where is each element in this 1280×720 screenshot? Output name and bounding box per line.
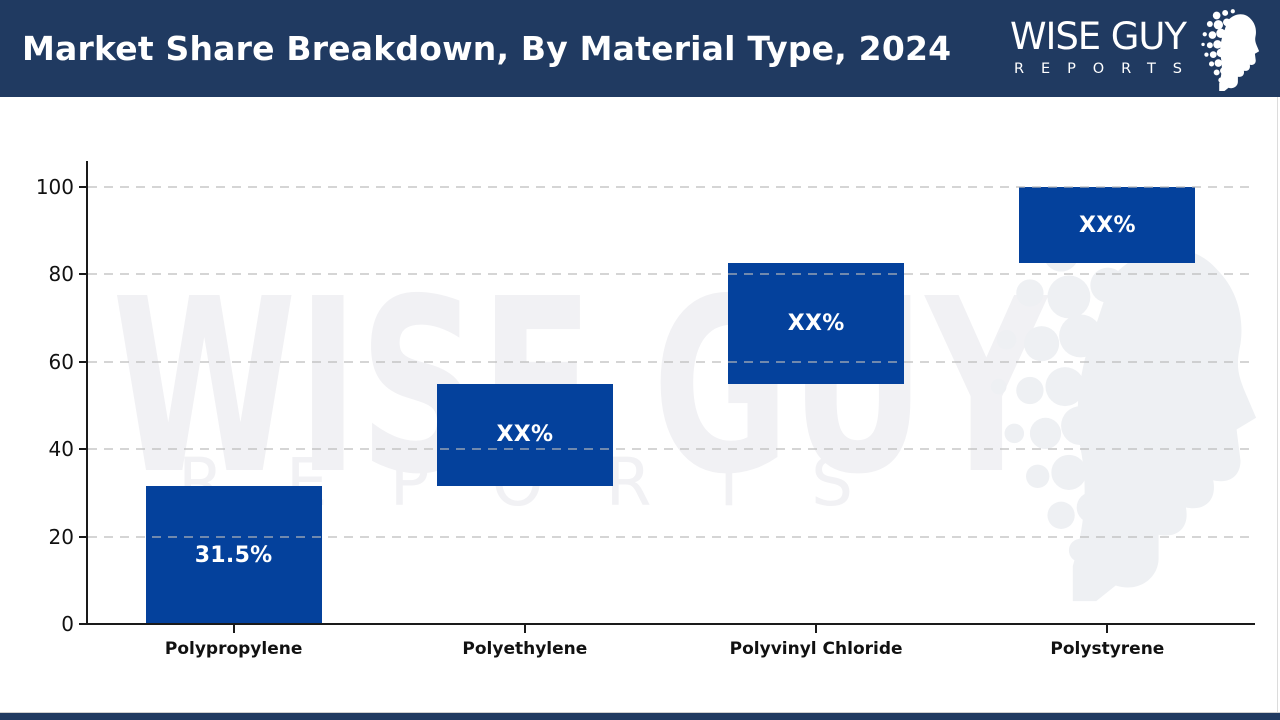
- x-tick-mark: [523, 625, 526, 633]
- bar-value-label: XX%: [787, 311, 845, 337]
- x-tick-mark: [232, 625, 235, 633]
- gridline: [88, 448, 1253, 451]
- bar-polyethylene: XX%: [436, 383, 613, 487]
- y-axis-line: [86, 161, 88, 625]
- figure-right-border: [1277, 97, 1278, 713]
- gridline: [88, 535, 1253, 538]
- y-tick-mark: [79, 273, 87, 276]
- wise-guy-reports-logo: WISE GUY REPORTS: [1010, 9, 1260, 91]
- y-tick-label: 60: [48, 349, 74, 374]
- y-tick-mark: [79, 186, 87, 188]
- x-category-label: Polyethylene: [462, 639, 588, 659]
- logo-wordmark: WISE GUY: [1010, 15, 1188, 58]
- y-tick-label: 80: [48, 262, 74, 287]
- bar-polypropylene: 31.5%: [145, 486, 322, 624]
- y-tick-mark: [79, 623, 87, 625]
- bar-value-label: XX%: [1078, 212, 1136, 238]
- gridline: [88, 186, 1253, 188]
- header-band: Market Share Breakdown, By Material Type…: [0, 0, 1280, 97]
- y-tick-mark: [79, 448, 87, 451]
- bar-value-label: 31.5%: [194, 542, 273, 568]
- dot-head-icon: [1201, 9, 1260, 91]
- bar-value-label: XX%: [496, 422, 554, 448]
- y-tick-mark: [79, 535, 87, 538]
- chart-title: Market Share Breakdown, By Material Type…: [22, 29, 952, 68]
- y-tick-label: 40: [48, 437, 74, 462]
- x-category-label: Polyvinyl Chloride: [729, 639, 903, 659]
- x-category-label: Polypropylene: [164, 639, 303, 659]
- gridline: [88, 360, 1253, 363]
- x-category-label: Polystyrene: [1050, 639, 1165, 659]
- bar-polyvinyl-chloride: XX%: [728, 263, 905, 384]
- y-tick-label: 0: [61, 612, 74, 636]
- x-axis-line: [86, 623, 1255, 625]
- footer-band: [0, 712, 1280, 720]
- y-tick-mark: [79, 360, 87, 363]
- x-tick-mark: [1106, 625, 1109, 633]
- y-tick-label: 100: [35, 175, 74, 199]
- logo-subtitle: REPORTS: [1014, 61, 1182, 77]
- y-tick-label: 20: [48, 524, 74, 549]
- gridline: [88, 273, 1253, 276]
- x-tick-mark: [815, 625, 818, 633]
- bar-polystyrene: XX%: [1019, 187, 1196, 264]
